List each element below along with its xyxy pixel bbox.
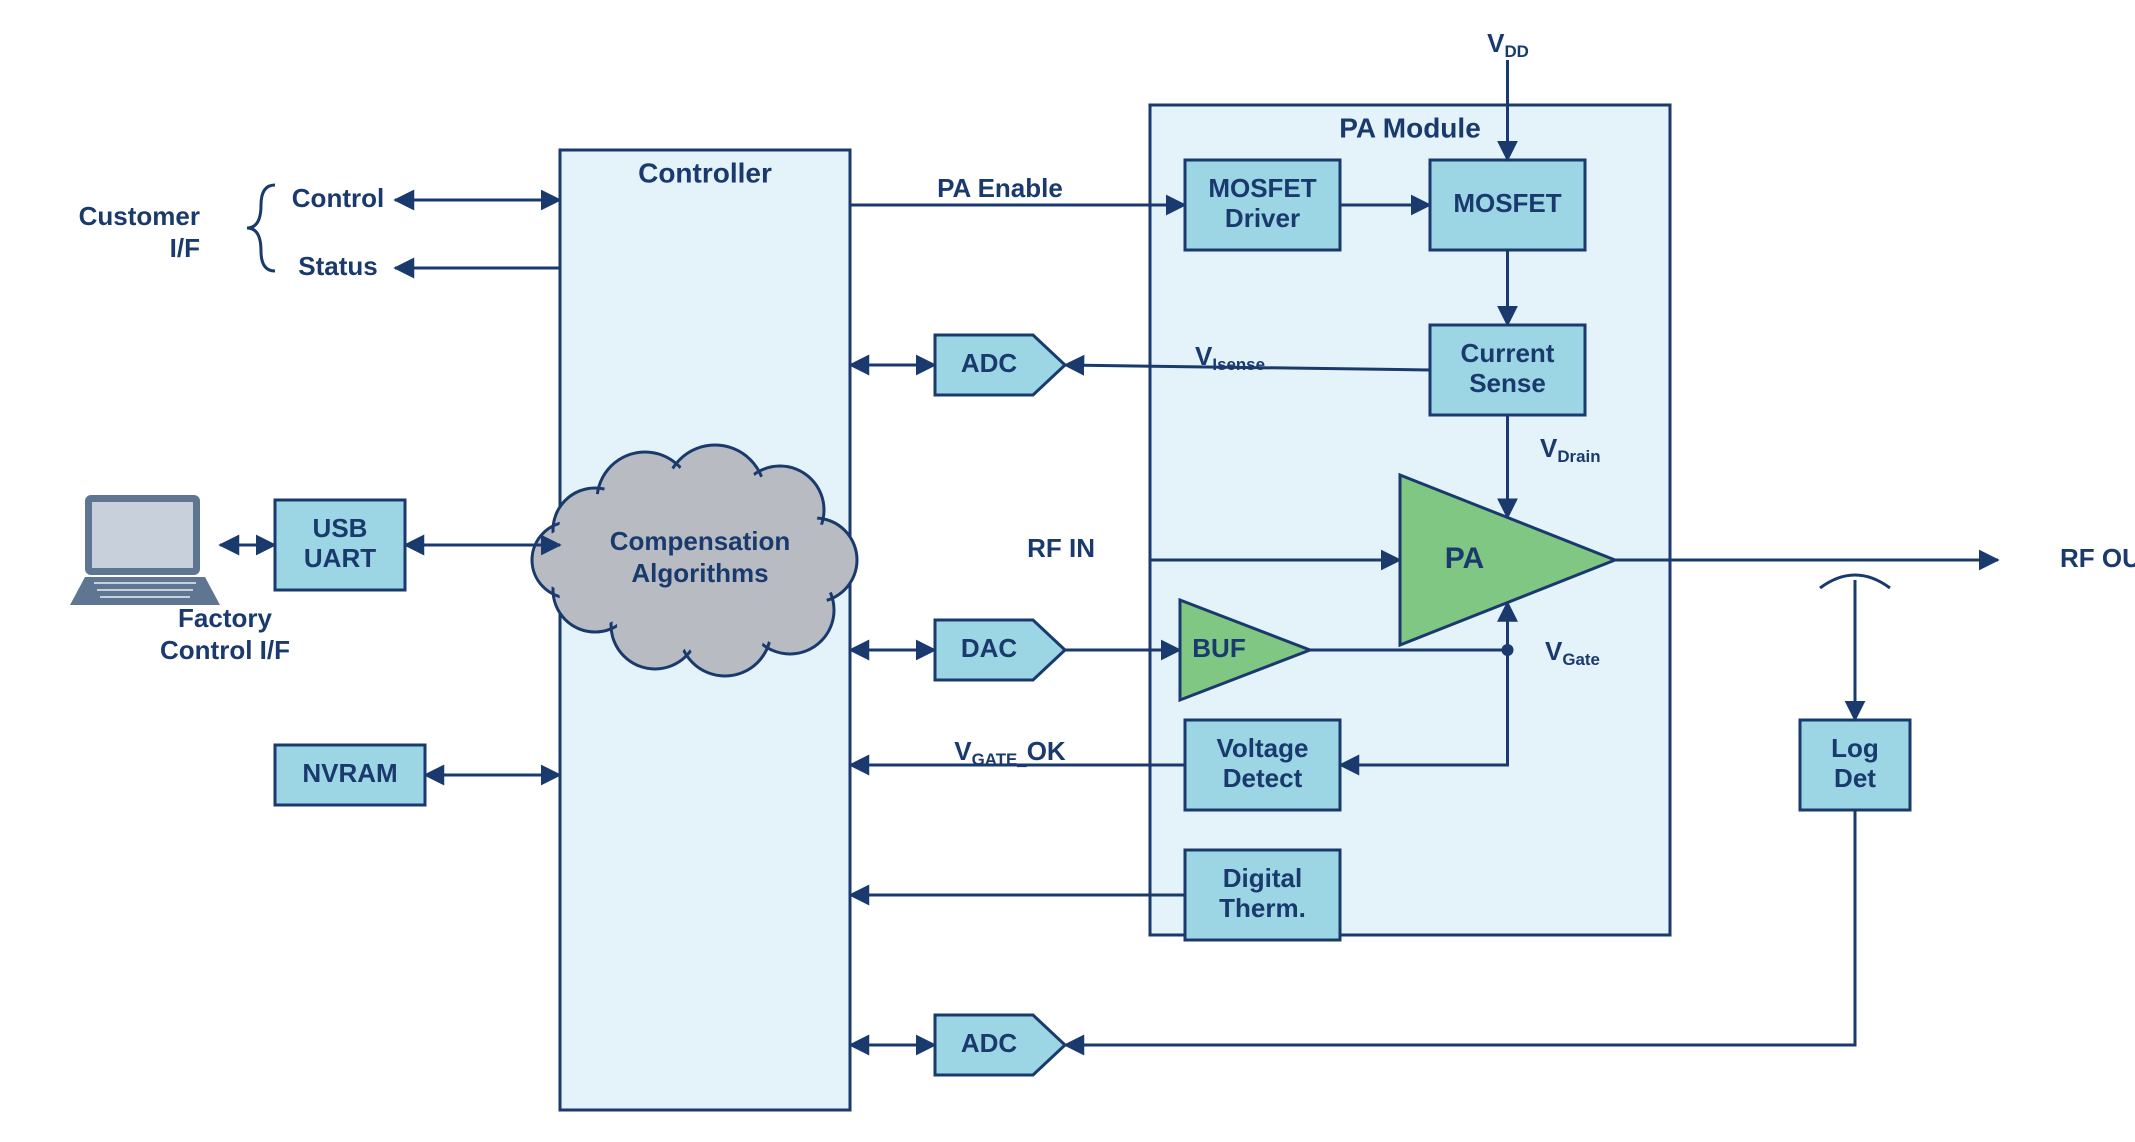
svg-text:I/F: I/F: [170, 233, 200, 263]
svg-text:ADC: ADC: [961, 348, 1018, 378]
svg-text:Status: Status: [298, 251, 377, 281]
svg-text:RF OUT: RF OUT: [2060, 543, 2135, 573]
svg-text:PA Module: PA Module: [1339, 112, 1481, 143]
svg-text:Voltage: Voltage: [1217, 733, 1309, 763]
svg-text:PA: PA: [1445, 542, 1484, 575]
svg-text:DAC: DAC: [961, 633, 1018, 663]
svg-text:VGATE_OK: VGATE_OK: [954, 736, 1066, 770]
svg-text:MOSFET: MOSFET: [1208, 173, 1316, 203]
svg-text:MOSFET: MOSFET: [1453, 188, 1561, 218]
svg-text:Factory: Factory: [178, 603, 272, 633]
svg-text:Sense: Sense: [1469, 368, 1546, 398]
svg-text:Current: Current: [1461, 338, 1555, 368]
svg-text:VDD: VDD: [1487, 28, 1529, 62]
svg-text:Algorithms: Algorithms: [631, 558, 768, 588]
svg-text:Driver: Driver: [1225, 203, 1300, 233]
svg-text:PA Enable: PA Enable: [937, 173, 1063, 203]
svg-text:Log: Log: [1831, 733, 1879, 763]
svg-text:Control: Control: [292, 183, 384, 213]
svg-text:Control I/F: Control I/F: [160, 635, 290, 665]
svg-text:Detect: Detect: [1223, 763, 1303, 793]
svg-text:RF IN: RF IN: [1027, 533, 1095, 563]
svg-text:Digital: Digital: [1223, 863, 1302, 893]
svg-text:NVRAM: NVRAM: [302, 758, 397, 788]
svg-text:ADC: ADC: [961, 1028, 1018, 1058]
svg-text:Therm.: Therm.: [1219, 893, 1306, 923]
svg-text:Compensation: Compensation: [610, 526, 791, 556]
svg-text:USB: USB: [313, 513, 368, 543]
svg-text:BUF: BUF: [1192, 633, 1245, 663]
svg-text:Controller: Controller: [638, 157, 772, 188]
svg-text:Det: Det: [1834, 763, 1876, 793]
svg-text:Customer: Customer: [79, 201, 200, 231]
svg-text:UART: UART: [304, 543, 376, 573]
block-diagram: Controller PA Module CompensationAlgorithm…: [0, 0, 2135, 1142]
